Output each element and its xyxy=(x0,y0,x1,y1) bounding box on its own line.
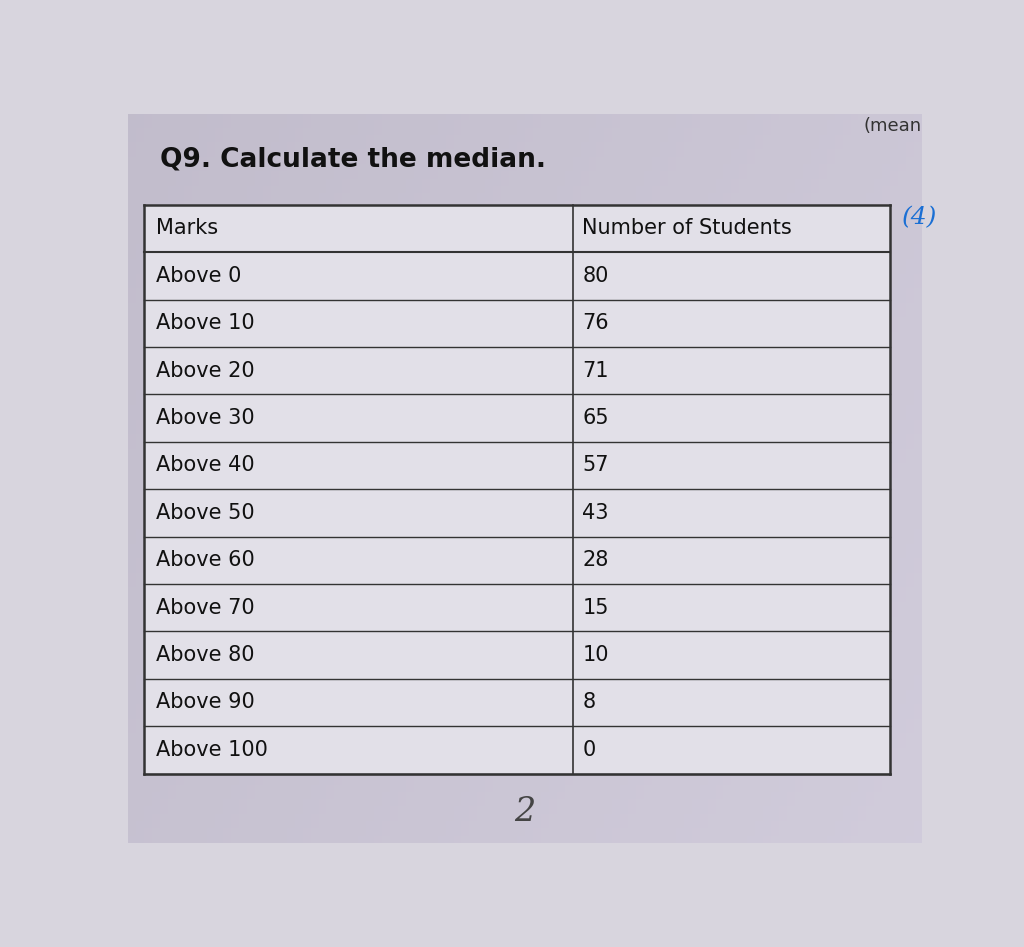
Text: Marks: Marks xyxy=(156,219,218,239)
Text: Above 100: Above 100 xyxy=(156,740,267,759)
Text: 15: 15 xyxy=(583,598,609,617)
Text: Above 50: Above 50 xyxy=(156,503,254,523)
Text: 65: 65 xyxy=(583,408,609,428)
Text: Above 70: Above 70 xyxy=(156,598,254,617)
Text: Above 80: Above 80 xyxy=(156,645,254,665)
Text: 43: 43 xyxy=(583,503,609,523)
Text: 8: 8 xyxy=(583,692,596,712)
Text: Q9. Calculate the median.: Q9. Calculate the median. xyxy=(160,147,546,172)
Text: 57: 57 xyxy=(583,456,609,475)
Text: 0: 0 xyxy=(583,740,596,759)
Text: Above 60: Above 60 xyxy=(156,550,255,570)
Text: Above 30: Above 30 xyxy=(156,408,254,428)
Bar xyxy=(143,205,890,774)
Text: Number of Students: Number of Students xyxy=(583,219,793,239)
Text: (mean: (mean xyxy=(863,117,922,135)
Text: Above 10: Above 10 xyxy=(156,313,254,333)
Text: 28: 28 xyxy=(583,550,608,570)
Text: 2: 2 xyxy=(514,796,536,829)
Text: 76: 76 xyxy=(583,313,609,333)
Text: (4): (4) xyxy=(902,206,937,229)
Text: Above 20: Above 20 xyxy=(156,361,254,381)
Text: Above 0: Above 0 xyxy=(156,266,241,286)
Text: 80: 80 xyxy=(583,266,608,286)
Text: Above 40: Above 40 xyxy=(156,456,254,475)
Text: 71: 71 xyxy=(583,361,609,381)
Text: Above 90: Above 90 xyxy=(156,692,255,712)
Text: 10: 10 xyxy=(583,645,609,665)
